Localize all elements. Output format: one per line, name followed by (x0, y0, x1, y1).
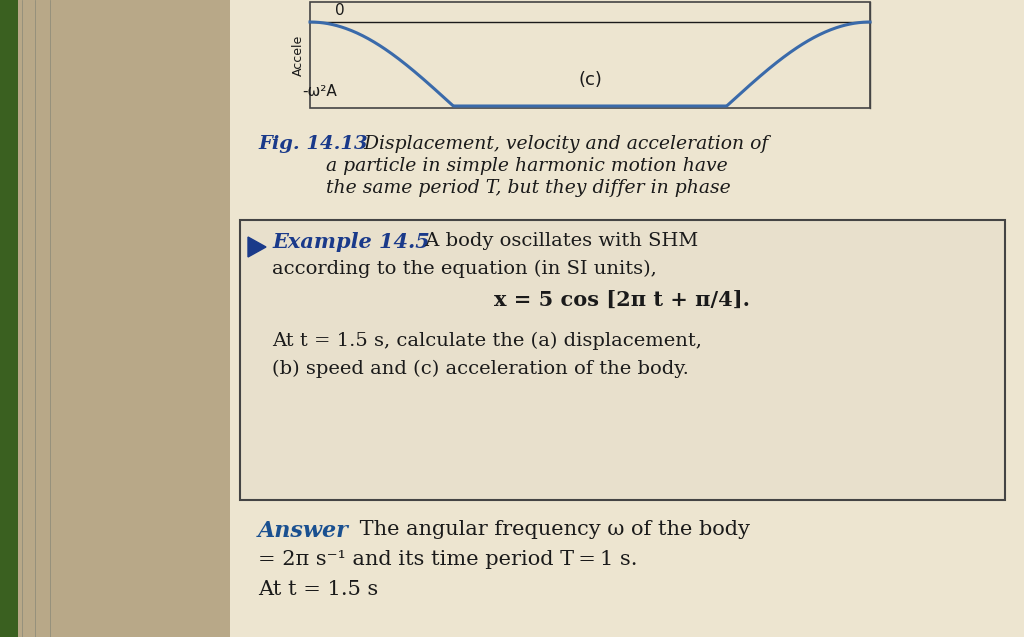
Text: At t = 1.5 s, calculate the (a) displacement,: At t = 1.5 s, calculate the (a) displace… (272, 332, 701, 350)
Text: (b) speed and (c) acceleration of the body.: (b) speed and (c) acceleration of the bo… (272, 360, 689, 378)
Text: -ω²A: -ω²A (302, 85, 337, 99)
Text: a particle in simple harmonic motion have: a particle in simple harmonic motion hav… (326, 157, 728, 175)
Text: A body oscillates with SHM: A body oscillates with SHM (419, 232, 698, 250)
Text: 0: 0 (335, 3, 345, 18)
Bar (240, 220, 1005, 500)
Text: Accele: Accele (292, 34, 304, 76)
Text: x = 5 cos [2π t + π/4].: x = 5 cos [2π t + π/4]. (495, 290, 751, 310)
Text: according to the equation (in SI units),: according to the equation (in SI units), (272, 260, 656, 278)
Text: Answer: Answer (258, 520, 349, 542)
Text: the same period T, but they differ in phase: the same period T, but they differ in ph… (326, 179, 731, 197)
Text: Example 14.5: Example 14.5 (272, 232, 430, 252)
Text: Fig. 14.13: Fig. 14.13 (258, 135, 368, 153)
Text: (c): (c) (579, 71, 602, 89)
Polygon shape (248, 237, 266, 257)
Bar (0, 0, 230, 637)
Text: At t = 1.5 s: At t = 1.5 s (258, 580, 378, 599)
Bar (0, 0, 18, 637)
Bar (310, 2, 870, 108)
Text: The angular frequency ω of the body: The angular frequency ω of the body (353, 520, 750, 539)
Text: = 2π s⁻¹ and its time period T = 1 s.: = 2π s⁻¹ and its time period T = 1 s. (258, 550, 638, 569)
Text: Displacement, velocity and acceleration of: Displacement, velocity and acceleration … (358, 135, 768, 153)
